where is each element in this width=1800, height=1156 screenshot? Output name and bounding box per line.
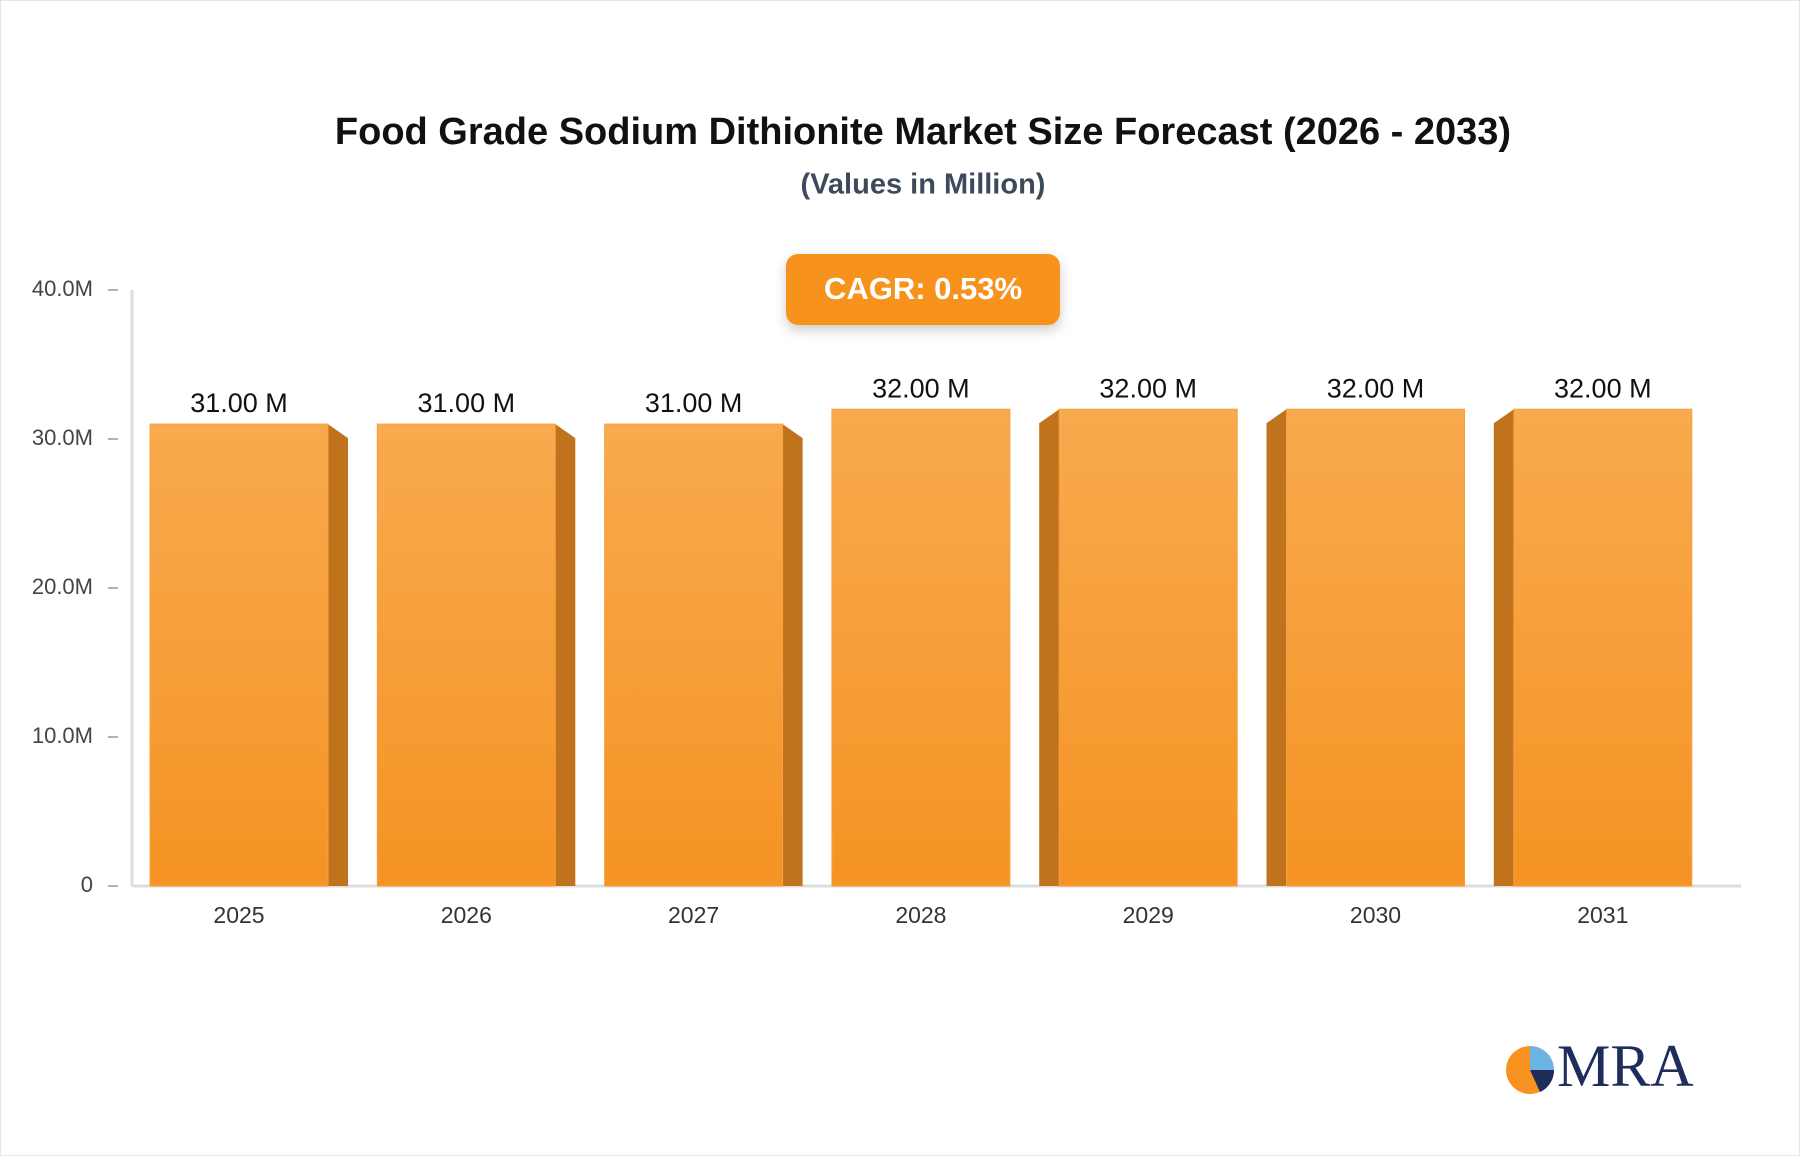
cagr-text: CAGR: 0.53% — [824, 271, 1022, 306]
bar-side — [328, 424, 348, 886]
x-tick-label: 2028 — [895, 902, 946, 928]
value-label: 32.00 M — [1554, 373, 1652, 403]
bar-side — [555, 424, 576, 886]
value-label: 31.00 M — [190, 388, 288, 418]
x-tick-label: 2031 — [1577, 902, 1628, 928]
bar — [376, 423, 556, 887]
y-tick-label: 10.0M — [32, 723, 93, 748]
x-tick-label: 2026 — [441, 902, 492, 928]
x-tick-label: 2030 — [1350, 902, 1401, 928]
cagr-badge — [786, 254, 1060, 325]
bar — [1286, 408, 1465, 887]
bar — [149, 423, 329, 887]
y-tick-label: 30.0M — [32, 425, 93, 450]
value-label: 31.00 M — [418, 388, 516, 418]
bar — [1513, 408, 1693, 887]
bar-side — [1493, 409, 1514, 886]
bar — [831, 408, 1011, 887]
value-label: 32.00 M — [872, 373, 970, 403]
y-tick-label: 20.0M — [32, 574, 93, 599]
value-label: 32.00 M — [1327, 373, 1425, 403]
y-tick-label: 40.0M — [32, 276, 93, 301]
logo: MRA — [1506, 1033, 1694, 1099]
bar — [1058, 408, 1238, 887]
logo-text: MRA — [1557, 1033, 1694, 1099]
bar — [604, 423, 784, 887]
x-tick-label: 2027 — [668, 902, 719, 928]
chart-title: Food Grade Sodium Dithionite Market Size… — [335, 111, 1511, 153]
bar-side — [1266, 409, 1287, 886]
badge-bg — [786, 254, 1060, 325]
x-tick-label: 2029 — [1123, 902, 1174, 928]
y-tick-label: 0 — [81, 872, 93, 897]
bar-side — [1039, 409, 1060, 886]
logo-slice — [1530, 1046, 1554, 1070]
value-label: 31.00 M — [645, 388, 743, 418]
x-tick-label: 2025 — [213, 902, 264, 928]
chart-subtitle: (Values in Million) — [801, 169, 1046, 201]
value-label: 32.00 M — [1099, 373, 1197, 403]
bar-side — [782, 424, 803, 886]
logo-slice — [1530, 1070, 1555, 1092]
